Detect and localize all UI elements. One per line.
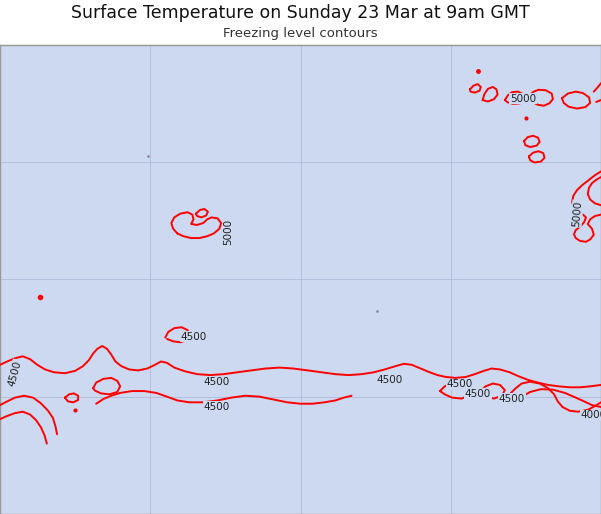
Text: 4000: 4000 [581, 411, 601, 420]
Text: 4500: 4500 [499, 394, 525, 404]
Text: 4500: 4500 [447, 379, 473, 390]
Text: 4500: 4500 [7, 359, 23, 387]
Text: 5000: 5000 [224, 219, 233, 246]
Text: 5000: 5000 [571, 200, 583, 227]
Text: 5000: 5000 [510, 94, 536, 104]
Text: 4500: 4500 [180, 332, 207, 342]
Text: 4500: 4500 [465, 389, 491, 399]
Text: 4500: 4500 [203, 402, 230, 412]
Text: Freezing level contours: Freezing level contours [223, 27, 378, 41]
Text: 4500: 4500 [376, 375, 403, 386]
Text: 4500: 4500 [203, 377, 230, 387]
Text: Surface Temperature on Sunday 23 Mar at 9am GMT: Surface Temperature on Sunday 23 Mar at … [71, 5, 530, 23]
